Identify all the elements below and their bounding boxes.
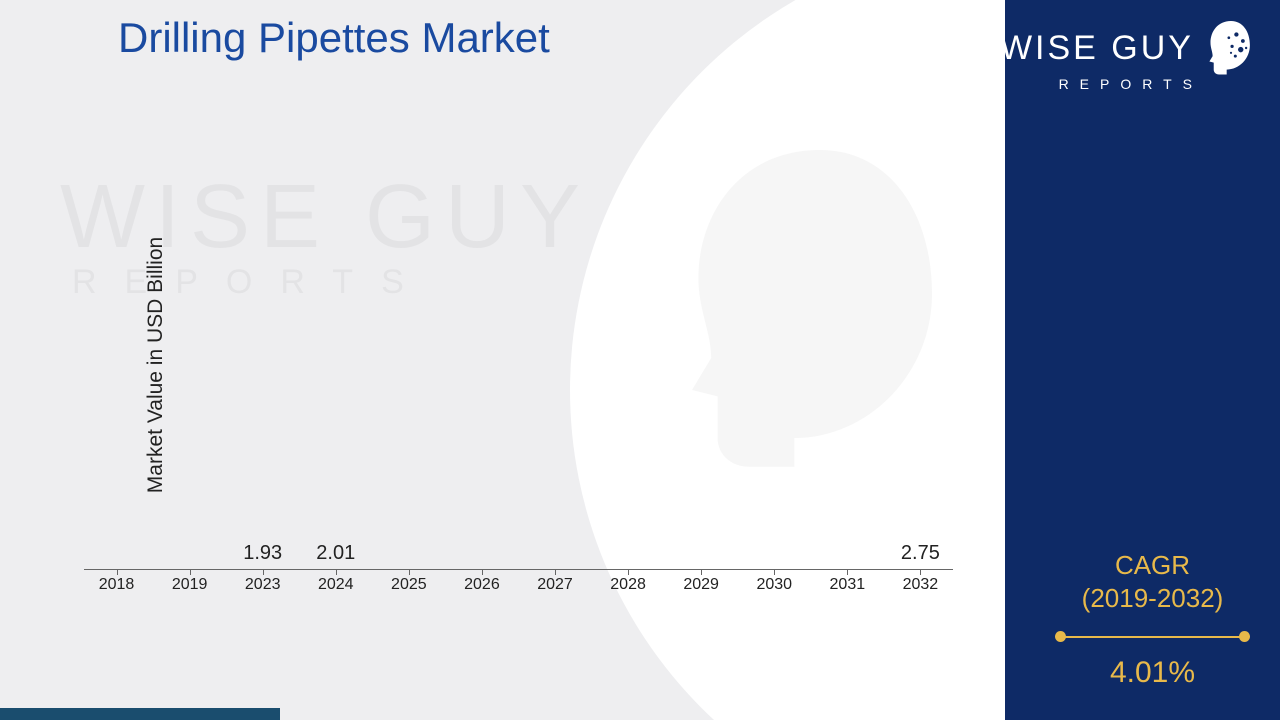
bar-value-label: 1.93 [243,542,282,565]
x-tick-label: 2028 [602,570,655,600]
bottom-accent-bar [0,708,280,720]
cagr-block: CAGR (2019-2032) 4.01% [1025,550,1280,690]
brain-head-icon [1204,18,1258,78]
x-tick-label: 2027 [528,570,581,600]
cagr-label: CAGR [1025,550,1280,581]
brand-sub: REPORTS [1000,76,1203,92]
cagr-divider [1060,636,1245,638]
plot-region: 1.93 2.01 2.75 [84,130,953,570]
brand-name: WISE GUY [1000,29,1194,68]
brand-logo: WISE GUY REPORTS [1000,18,1258,92]
x-tick-label: 2023 [236,570,289,600]
x-tick-label: 2032 [894,570,947,600]
x-tick-label: 2018 [90,570,143,600]
bar-value-label: 2.75 [901,542,940,565]
x-axis-labels: 2018 2019 2023 2024 2025 2026 2027 2028 2029 2030… [84,570,953,600]
cagr-period: (2019-2032) [1025,583,1280,614]
x-tick-label: 2024 [309,570,362,600]
chart-area: Market Value in USD Billion 1.932.012.75… [38,130,953,600]
chart-title: Drilling Pipettes Market [118,14,550,62]
x-tick-label: 2025 [382,570,435,600]
page-root: WISE GUY REPORTS Drilling Pipettes Market… [0,0,1280,720]
x-tick-label: 2030 [748,570,801,600]
x-tick-label: 2029 [675,570,728,600]
x-tick-label: 2026 [455,570,508,600]
bar-value-label: 2.01 [316,542,355,565]
x-tick-label: 2031 [821,570,874,600]
cagr-value: 4.01% [1025,656,1280,690]
x-tick-label: 2019 [163,570,216,600]
bars-container: 1.93 2.01 2.75 [84,130,953,569]
